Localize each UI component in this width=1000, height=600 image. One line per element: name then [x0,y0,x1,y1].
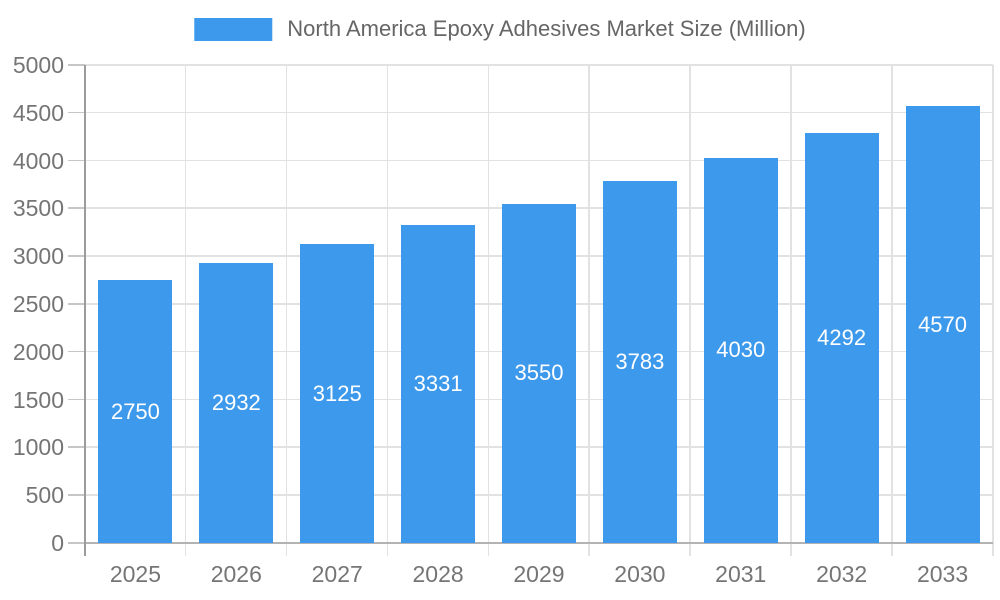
y-tick-label: 4500 [12,99,64,126]
x-axis-tick [790,543,792,556]
x-tick-label: 2031 [715,561,767,587]
y-tick-label: 1500 [12,386,64,413]
h-gridline [85,64,993,66]
y-tick-label: 5000 [12,52,64,78]
bar-value-label: 4570 [918,311,968,337]
y-axis-tick [68,398,85,401]
x-axis-tick [285,543,288,556]
y-axis-tick [68,207,85,209]
y-tick-label: 2500 [12,291,64,317]
y-tick-label: 4000 [12,147,64,174]
bar-value-label: 3125 [312,380,362,406]
bar [602,181,677,543]
y-axis-tick [68,494,85,496]
bar-value-label: 3331 [413,370,463,396]
v-gridline [689,65,691,543]
v-gridline [184,65,187,543]
bar-value-label: 4030 [716,337,766,363]
y-tick-label: 500 [25,482,64,509]
y-axis-tick [68,446,85,448]
x-tick-label: 2026 [210,561,262,587]
y-axis-tick [68,542,85,544]
bar [300,244,375,543]
bar [199,262,274,543]
v-gridline [588,65,590,543]
x-tick-label: 2028 [412,561,464,587]
v-gridline [790,65,792,543]
x-axis-tick [487,543,490,556]
legend-swatch-icon [194,17,273,41]
y-tick-label: 3500 [12,195,64,222]
y-axis-tick [68,255,85,257]
bar [502,203,576,543]
bar-value-label: 2750 [110,398,160,424]
v-gridline [386,65,389,543]
x-tick-label: 2033 [916,561,969,587]
bar-value-label: 4292 [817,324,867,350]
bar [905,106,980,543]
bar-value-label: 2932 [211,389,261,415]
y-axis-tick [68,64,85,66]
x-axis-line [85,542,993,544]
bar-value-label: 3550 [514,360,564,386]
bar [804,132,879,543]
x-tick-label: 2025 [109,561,162,587]
bar [98,280,173,543]
legend[interactable]: North America Epoxy Adhesives Market Siz… [194,16,806,42]
x-tick-label: 2027 [311,561,363,587]
y-axis-tick [68,303,85,305]
v-gridline [891,65,893,543]
v-gridline [992,65,994,543]
x-tick-label: 2032 [816,561,868,587]
y-axis-tick [68,350,85,353]
x-axis-tick [588,543,590,556]
bar [401,224,476,543]
x-tick-label: 2030 [614,561,666,587]
x-tick-label: 2029 [513,561,565,587]
bar [703,157,778,543]
h-gridline [85,159,993,162]
bar-value-label: 3783 [615,349,665,375]
x-axis-tick [992,543,994,556]
y-axis-line [84,65,86,556]
x-axis-tick [689,543,691,556]
x-axis-tick [386,543,389,556]
legend-label: North America Epoxy Adhesives Market Siz… [287,16,806,41]
y-tick-label: 3000 [12,243,64,270]
y-axis-tick [68,159,85,162]
y-tick-label: 0 [51,530,64,556]
y-tick-label: 1000 [12,434,64,461]
v-gridline [487,65,490,543]
y-tick-label: 2000 [12,338,64,365]
h-gridline [85,111,993,114]
y-axis-tick [68,111,85,114]
x-axis-tick [891,543,893,556]
x-axis-tick [184,543,187,556]
v-gridline [285,65,288,543]
